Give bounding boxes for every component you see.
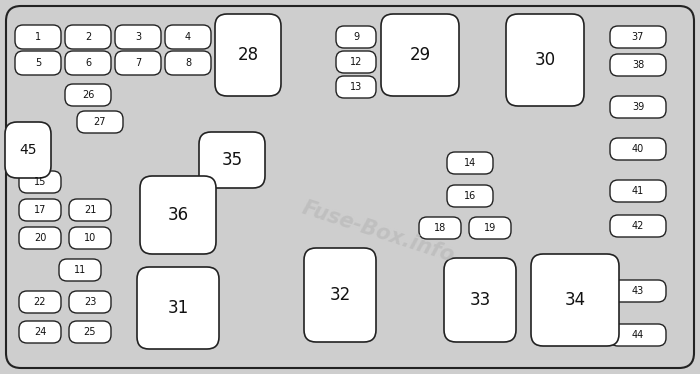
FancyBboxPatch shape bbox=[304, 248, 376, 342]
Text: 20: 20 bbox=[34, 233, 46, 243]
FancyBboxPatch shape bbox=[381, 14, 459, 96]
Text: 32: 32 bbox=[330, 286, 351, 304]
FancyBboxPatch shape bbox=[115, 25, 161, 49]
Text: 22: 22 bbox=[34, 297, 46, 307]
FancyBboxPatch shape bbox=[69, 227, 111, 249]
FancyBboxPatch shape bbox=[69, 199, 111, 221]
Text: 6: 6 bbox=[85, 58, 91, 68]
FancyBboxPatch shape bbox=[419, 217, 461, 239]
FancyBboxPatch shape bbox=[19, 199, 61, 221]
FancyBboxPatch shape bbox=[19, 321, 61, 343]
Text: 38: 38 bbox=[632, 60, 644, 70]
Text: 1: 1 bbox=[35, 32, 41, 42]
FancyBboxPatch shape bbox=[69, 321, 111, 343]
Text: 37: 37 bbox=[632, 32, 644, 42]
Text: 15: 15 bbox=[34, 177, 46, 187]
Text: 16: 16 bbox=[464, 191, 476, 201]
FancyBboxPatch shape bbox=[610, 26, 666, 48]
Text: 5: 5 bbox=[35, 58, 41, 68]
FancyBboxPatch shape bbox=[610, 215, 666, 237]
Text: 35: 35 bbox=[221, 151, 243, 169]
Text: 40: 40 bbox=[632, 144, 644, 154]
FancyBboxPatch shape bbox=[506, 14, 584, 106]
FancyBboxPatch shape bbox=[444, 258, 516, 342]
Text: 29: 29 bbox=[410, 46, 430, 64]
Text: 21: 21 bbox=[84, 205, 96, 215]
FancyBboxPatch shape bbox=[610, 96, 666, 118]
Text: 10: 10 bbox=[84, 233, 96, 243]
Text: 39: 39 bbox=[632, 102, 644, 112]
Text: 45: 45 bbox=[20, 143, 36, 157]
Text: 8: 8 bbox=[185, 58, 191, 68]
FancyBboxPatch shape bbox=[5, 122, 51, 178]
Text: Fuse-Box.info: Fuse-Box.info bbox=[299, 198, 457, 266]
FancyBboxPatch shape bbox=[65, 25, 111, 49]
FancyBboxPatch shape bbox=[165, 51, 211, 75]
FancyBboxPatch shape bbox=[65, 84, 111, 106]
Text: 11: 11 bbox=[74, 265, 86, 275]
FancyBboxPatch shape bbox=[336, 76, 376, 98]
Text: 12: 12 bbox=[350, 57, 362, 67]
FancyBboxPatch shape bbox=[65, 51, 111, 75]
FancyBboxPatch shape bbox=[199, 132, 265, 188]
FancyBboxPatch shape bbox=[610, 54, 666, 76]
FancyBboxPatch shape bbox=[19, 227, 61, 249]
FancyBboxPatch shape bbox=[610, 138, 666, 160]
Text: 14: 14 bbox=[464, 158, 476, 168]
Text: 30: 30 bbox=[534, 51, 556, 69]
Text: 4: 4 bbox=[185, 32, 191, 42]
Text: 41: 41 bbox=[632, 186, 644, 196]
FancyBboxPatch shape bbox=[469, 217, 511, 239]
FancyBboxPatch shape bbox=[610, 324, 666, 346]
Text: 44: 44 bbox=[632, 330, 644, 340]
Text: 34: 34 bbox=[564, 291, 586, 309]
FancyBboxPatch shape bbox=[447, 152, 493, 174]
FancyBboxPatch shape bbox=[140, 176, 216, 254]
Text: 25: 25 bbox=[84, 327, 97, 337]
Text: 43: 43 bbox=[632, 286, 644, 296]
FancyBboxPatch shape bbox=[69, 291, 111, 313]
Text: 26: 26 bbox=[82, 90, 94, 100]
FancyBboxPatch shape bbox=[15, 25, 61, 49]
FancyBboxPatch shape bbox=[59, 259, 101, 281]
Text: 23: 23 bbox=[84, 297, 96, 307]
Text: 28: 28 bbox=[237, 46, 258, 64]
FancyBboxPatch shape bbox=[336, 51, 376, 73]
FancyBboxPatch shape bbox=[77, 111, 123, 133]
Text: 7: 7 bbox=[135, 58, 141, 68]
Text: 24: 24 bbox=[34, 327, 46, 337]
Text: 31: 31 bbox=[167, 299, 188, 317]
Text: 36: 36 bbox=[167, 206, 188, 224]
FancyBboxPatch shape bbox=[19, 291, 61, 313]
Text: 18: 18 bbox=[434, 223, 446, 233]
Text: 2: 2 bbox=[85, 32, 91, 42]
FancyBboxPatch shape bbox=[531, 254, 619, 346]
FancyBboxPatch shape bbox=[137, 267, 219, 349]
FancyBboxPatch shape bbox=[15, 51, 61, 75]
Text: 42: 42 bbox=[632, 221, 644, 231]
FancyBboxPatch shape bbox=[336, 26, 376, 48]
FancyBboxPatch shape bbox=[115, 51, 161, 75]
FancyBboxPatch shape bbox=[165, 25, 211, 49]
FancyBboxPatch shape bbox=[19, 171, 61, 193]
Text: 3: 3 bbox=[135, 32, 141, 42]
Text: 9: 9 bbox=[353, 32, 359, 42]
Text: 13: 13 bbox=[350, 82, 362, 92]
FancyBboxPatch shape bbox=[6, 6, 694, 368]
Text: 27: 27 bbox=[94, 117, 106, 127]
FancyBboxPatch shape bbox=[610, 280, 666, 302]
FancyBboxPatch shape bbox=[610, 180, 666, 202]
FancyBboxPatch shape bbox=[215, 14, 281, 96]
FancyBboxPatch shape bbox=[447, 185, 493, 207]
Text: 33: 33 bbox=[470, 291, 491, 309]
Text: 19: 19 bbox=[484, 223, 496, 233]
Text: 17: 17 bbox=[34, 205, 46, 215]
